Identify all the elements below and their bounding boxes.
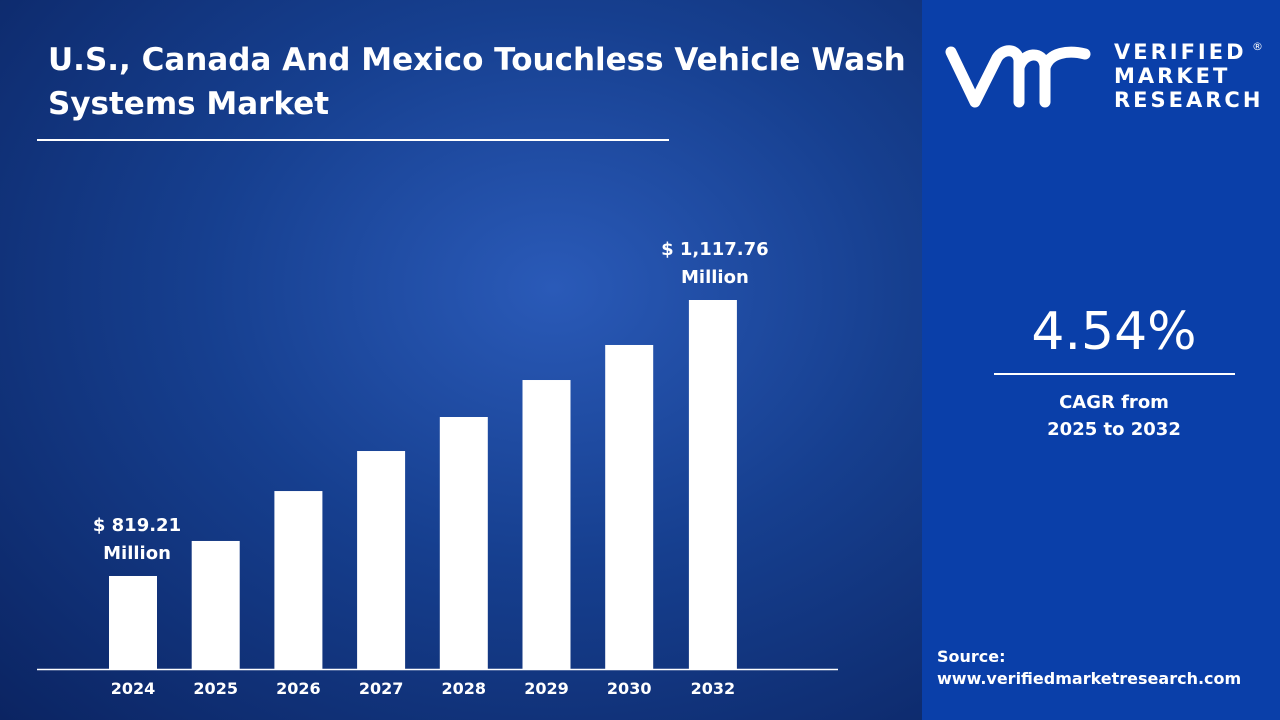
title-divider — [37, 139, 669, 141]
cagr-divider — [994, 373, 1235, 375]
x-tick-label-2026: 2026 — [276, 679, 321, 698]
source: Source: www.verifiedmarketresearch.com — [937, 646, 1241, 690]
data-label-2024-unit: Million — [103, 543, 171, 564]
bar-2026 — [274, 491, 323, 669]
brand-line-market: MARKET — [1114, 64, 1231, 88]
cagr-value: 4.54% — [1031, 302, 1197, 362]
bar-2025 — [191, 540, 240, 669]
x-tick-label-2030: 2030 — [607, 679, 652, 698]
data-label-2024-value: $ 819.21 — [93, 515, 181, 536]
x-tick-label-2025: 2025 — [193, 679, 238, 698]
bar-2027 — [357, 451, 406, 669]
data-label-2032-value: $ 1,117.76 — [661, 239, 769, 260]
bar-2029 — [522, 380, 571, 669]
bar-2032 — [688, 300, 737, 669]
brand-line-verified: VERIFIED — [1114, 40, 1247, 64]
x-tick-label-2029: 2029 — [524, 679, 569, 698]
bar-2024 — [109, 575, 157, 669]
x-tick-label-2024: 2024 — [111, 679, 156, 698]
brand-line-research: RESEARCH — [1114, 88, 1264, 112]
x-tick-label-2027: 2027 — [359, 679, 404, 698]
registered-mark: ® — [1252, 40, 1263, 53]
background-right-panel — [922, 0, 1280, 720]
cagr-label-line2: 2025 to 2032 — [1047, 419, 1181, 440]
cagr-label-line1: CAGR from — [1059, 392, 1169, 413]
bar-chart: 2024 $ 819.21 Million 2025 2026 2027 2028 2029 2… — [37, 239, 838, 698]
source-label: Source: — [937, 647, 1006, 666]
x-tick-label-2032: 2032 — [691, 679, 736, 698]
cagr-label: CAGR from 2025 to 2032 — [994, 389, 1234, 443]
data-label-2032-unit: Million — [681, 267, 749, 288]
x-tick-label-2028: 2028 — [442, 679, 487, 698]
vmr-logo-mark — [945, 45, 1091, 108]
brand-name: VERIFIED MARKET RESEARCH — [1114, 40, 1263, 112]
bar-2028 — [439, 416, 488, 669]
chart-title: U.S., Canada And Mexico Touchless Vehicl… — [48, 42, 906, 122]
bar-2030 — [605, 344, 654, 669]
source-url[interactable]: www.verifiedmarketresearch.com — [937, 669, 1242, 688]
